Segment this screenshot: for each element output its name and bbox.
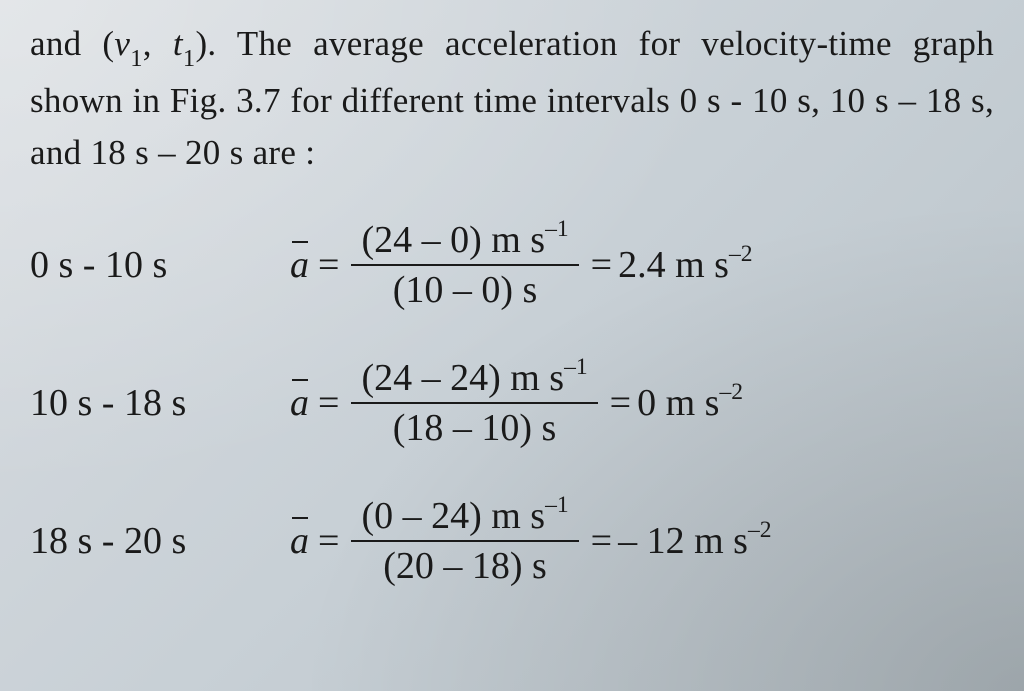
result-val-2: 0 m s [637,382,719,424]
num-unit-3: m s [491,495,545,537]
equals-2b: = [610,381,631,425]
result-2: 0 m s–2 [637,381,743,425]
interval-label-1: 0 s - 10 s [30,243,290,287]
denominator-1: (10 – 0) s [383,266,548,314]
num-expr-1: (24 – 0) [361,219,481,261]
den-expr-3: (20 – 18) [383,545,522,587]
numerator-2: (24 – 24) m s–1 [351,354,597,404]
fraction-2: (24 – 24) m s–1 (18 – 10) s [351,354,597,452]
intro-paragraph: and (v1, t1). The average acceleration f… [30,18,994,180]
numerator-3: (0 – 24) m s–1 [351,492,578,542]
den-unit-2: s [542,407,557,449]
equals-3b: = [591,519,612,563]
result-sup-2: –2 [719,379,743,405]
numerator-1: (24 – 0) m s–1 [351,216,578,266]
result-val-3: – 12 m s [618,520,748,562]
equals-1a: = [318,243,339,287]
result-sup-3: –2 [748,517,772,543]
result-val-1: 2.4 m s [618,244,729,286]
para-prefix: and ( [30,24,114,63]
result-sup-1: –2 [729,241,753,267]
num-expr-2: (24 – 24) [361,357,500,399]
num-unit-2: m s [510,357,564,399]
interval-label-2: 10 s - 18 s [30,381,290,425]
num-unit-1: m s [491,219,545,261]
sub-1a: 1 [130,45,143,72]
var-a-bar-2: a [290,381,309,425]
num-sup-2: –1 [564,354,588,380]
equation-block-3: 18 s - 20 s a = (0 – 24) m s–1 (20 – 18)… [30,492,994,590]
num-sup-1: –1 [545,216,569,242]
den-unit-1: s [523,269,538,311]
equals-1b: = [591,243,612,287]
var-t: t [173,24,183,63]
var-a-bar-3: a [290,519,309,563]
var-v: v [114,24,130,63]
equation-block-1: 0 s - 10 s a = (24 – 0) m s–1 (10 – 0) s… [30,216,994,314]
result-3: – 12 m s–2 [618,519,771,563]
denominator-3: (20 – 18) s [373,542,557,590]
para-comma: , [143,24,173,63]
result-1: 2.4 m s–2 [618,243,752,287]
equation-2: a = (24 – 24) m s–1 (18 – 10) s = 0 m s–… [290,354,743,452]
equation-block-2: 10 s - 18 s a = (24 – 24) m s–1 (18 – 10… [30,354,994,452]
var-a-bar-1: a [290,243,309,287]
num-expr-3: (0 – 24) [361,495,481,537]
fraction-1: (24 – 0) m s–1 (10 – 0) s [351,216,578,314]
den-expr-1: (10 – 0) [393,269,513,311]
fraction-3: (0 – 24) m s–1 (20 – 18) s [351,492,578,590]
equation-3: a = (0 – 24) m s–1 (20 – 18) s = – 12 m … [290,492,772,590]
den-unit-3: s [532,545,547,587]
sub-1b: 1 [183,45,196,72]
den-expr-2: (18 – 10) [393,407,532,449]
equals-2a: = [318,381,339,425]
num-sup-3: –1 [545,492,569,518]
equation-1: a = (24 – 0) m s–1 (10 – 0) s = 2.4 m s–… [290,216,753,314]
denominator-2: (18 – 10) s [383,404,567,452]
equals-3a: = [318,519,339,563]
interval-label-3: 18 s - 20 s [30,519,290,563]
